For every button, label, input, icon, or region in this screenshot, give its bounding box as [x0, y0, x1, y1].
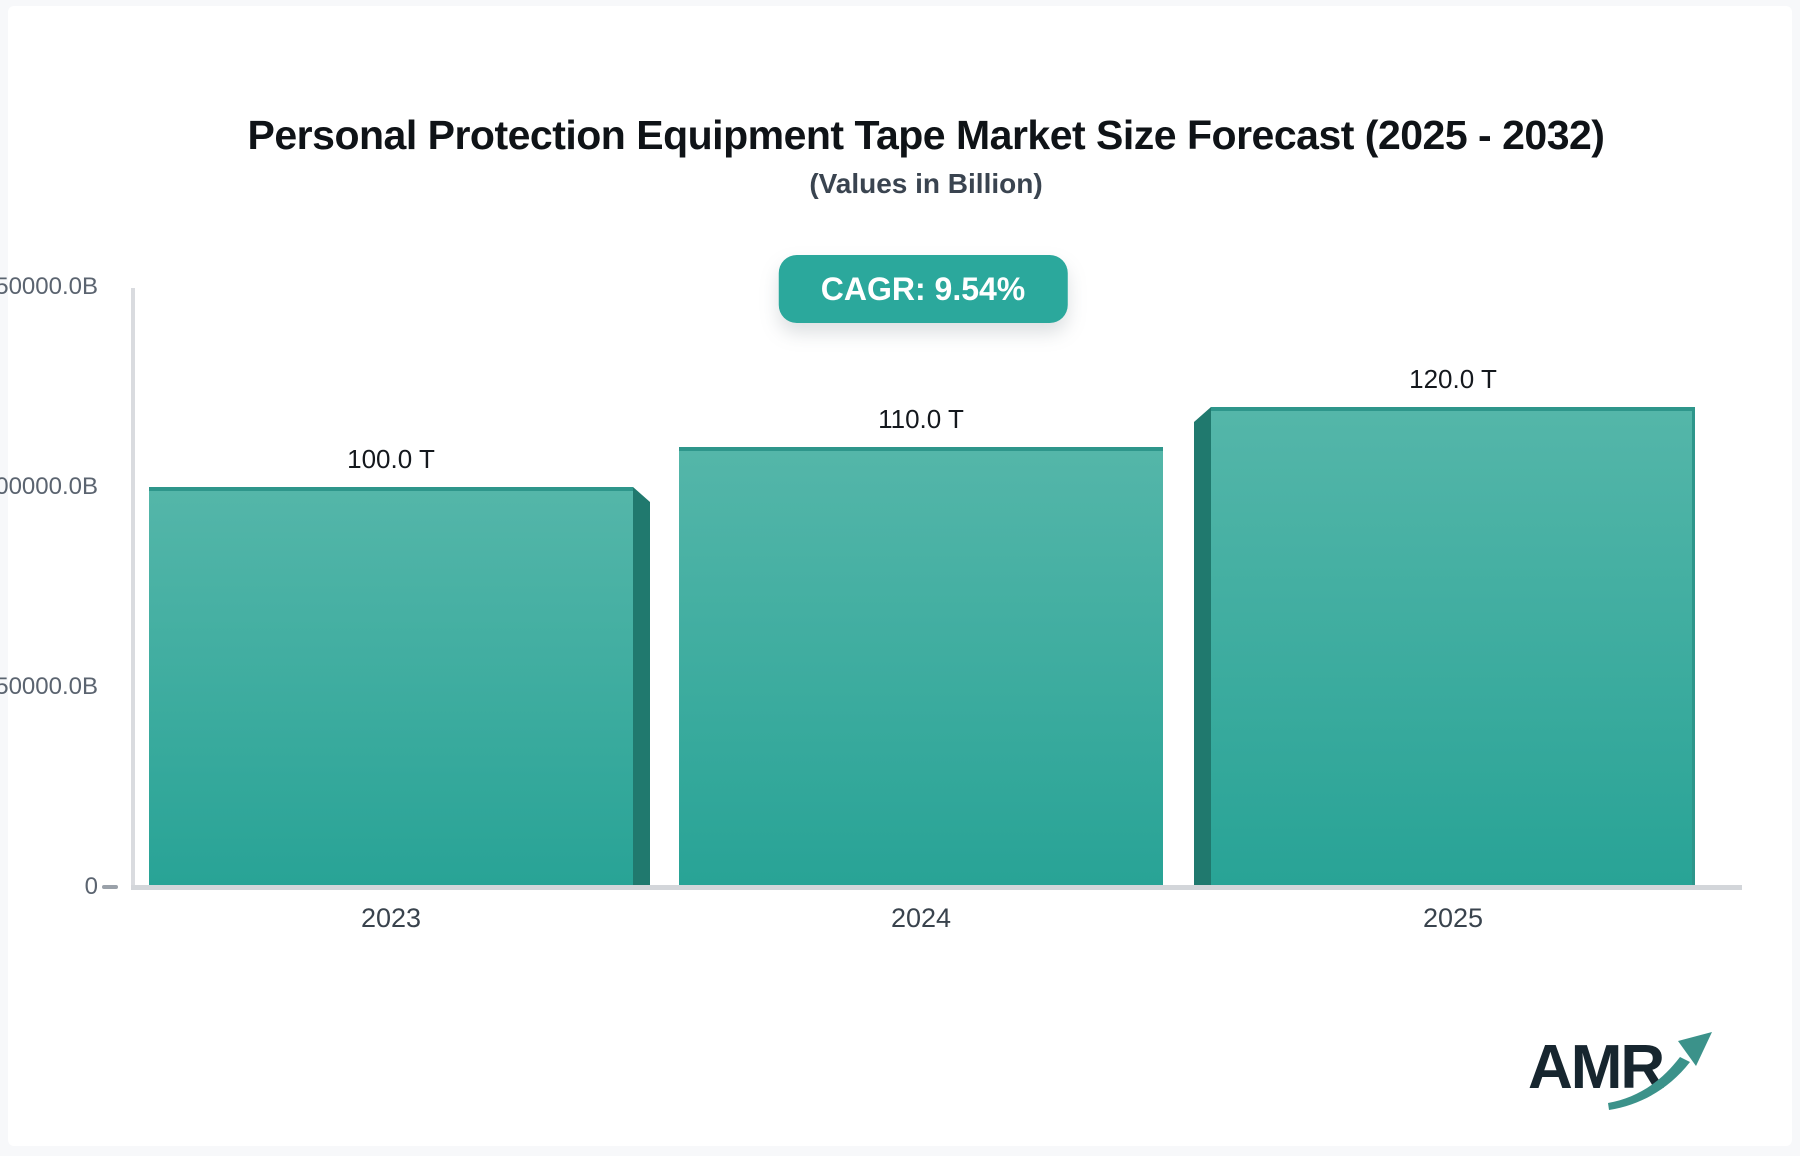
- bar-3d-side-2023: [633, 487, 650, 887]
- bar-2024: [679, 447, 1163, 887]
- bar-value-label: 120.0 T: [1409, 364, 1497, 394]
- x-axis-line: [131, 885, 1742, 890]
- chart-title: Personal Protection Equipment Tape Marke…: [247, 112, 1605, 158]
- bar-3d-side-2025: [1194, 407, 1211, 887]
- y-axis-tick-label: 0: [84, 873, 98, 900]
- x-axis-label-2025: 2025: [1422, 903, 1484, 933]
- bar-value-label: 110.0 T: [878, 404, 964, 434]
- bar-2023: [149, 487, 633, 887]
- bar-value-label: 100.0 T: [347, 444, 435, 474]
- y-axis-tick-label: 50000.0B: [0, 673, 98, 700]
- x-axis-label-2024: 2024: [890, 903, 952, 933]
- chart-subtitle: (Values in Billion): [809, 168, 1043, 199]
- x-axis-label-2023: 2023: [360, 903, 422, 933]
- cagr-badge: CAGR: 9.54%: [778, 255, 1068, 323]
- growth-arrow-icon: [1608, 1032, 1712, 1110]
- bar-2025: [1211, 407, 1695, 887]
- y-axis-line: [131, 288, 135, 890]
- amr-logo: AMR: [1528, 1030, 1718, 1122]
- amr-logo-text: AMR: [1528, 1033, 1665, 1102]
- y-axis-tick-label: 150000.0B: [0, 273, 98, 300]
- zero-tick-mark: [102, 885, 118, 889]
- y-axis-tick-label: 100000.0B: [0, 473, 98, 500]
